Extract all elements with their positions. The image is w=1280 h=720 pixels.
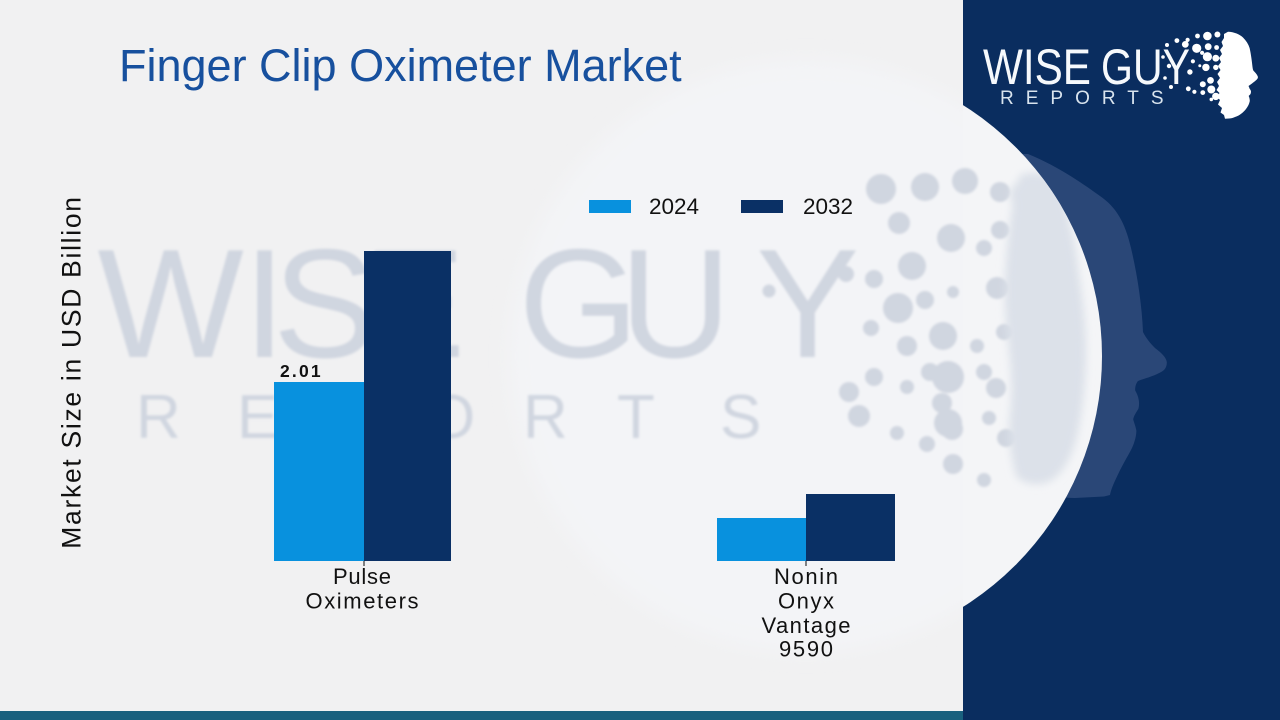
svg-text:REPORTS: REPORTS <box>1000 88 1176 109</box>
svg-text:Market Size in USD Billion: Market Size in USD Billion <box>57 195 87 548</box>
svg-text:Vantage: Vantage <box>762 613 851 638</box>
svg-text:Pulse: Pulse <box>333 564 391 589</box>
svg-text:Nonin: Nonin <box>774 564 838 589</box>
svg-text:2032: 2032 <box>803 194 853 219</box>
svg-text:9590: 9590 <box>779 637 833 662</box>
svg-text:Finger Clip Oximeter Market: Finger Clip Oximeter Market <box>119 40 682 91</box>
svg-text:2.01: 2.01 <box>280 361 323 381</box>
svg-text:GUY: GUY <box>1101 39 1190 95</box>
svg-text:Onyx: Onyx <box>778 589 834 614</box>
svg-text:WISE: WISE <box>983 39 1091 95</box>
svg-text:2024: 2024 <box>649 194 699 219</box>
